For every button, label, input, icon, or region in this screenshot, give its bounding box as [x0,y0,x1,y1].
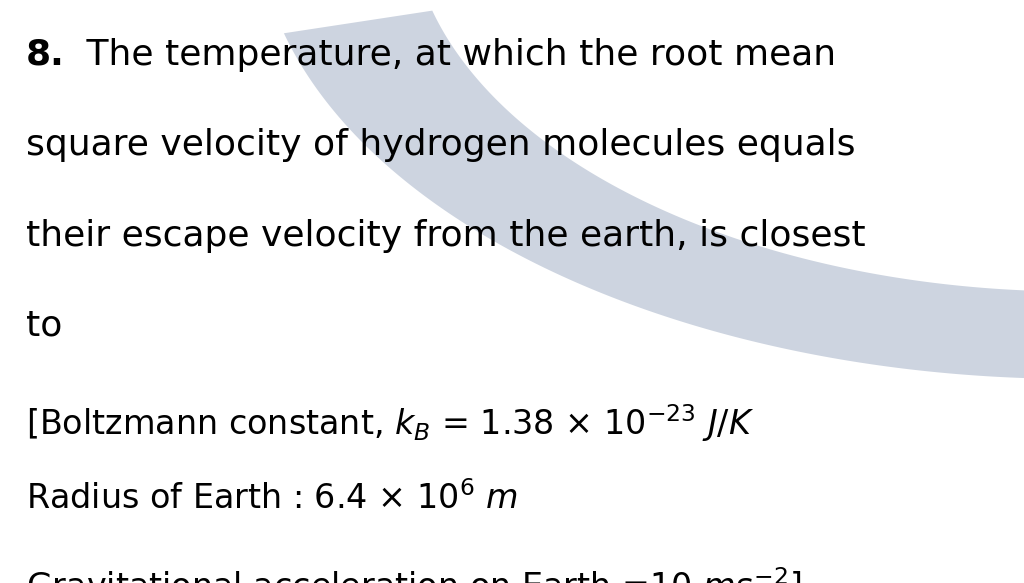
Text: The temperature, at which the root mean: The temperature, at which the root mean [75,38,836,72]
Text: [Boltzmann constant, $k_B$ = 1.38 × 10$^{-23}$ $J/K$: [Boltzmann constant, $k_B$ = 1.38 × 10$^… [26,402,754,444]
Text: Radius of Earth : 6.4 × 10$^6$ $m$: Radius of Earth : 6.4 × 10$^6$ $m$ [26,481,517,516]
Polygon shape [284,10,1024,379]
Text: 8.: 8. [26,38,65,72]
Text: to: to [26,309,62,343]
Text: Gravitational acceleration on Earth =10 $ms^{-2}$]: Gravitational acceleration on Earth =10 … [26,566,801,583]
Text: their escape velocity from the earth, is closest: their escape velocity from the earth, is… [26,219,865,252]
Text: square velocity of hydrogen molecules equals: square velocity of hydrogen molecules eq… [26,128,855,162]
